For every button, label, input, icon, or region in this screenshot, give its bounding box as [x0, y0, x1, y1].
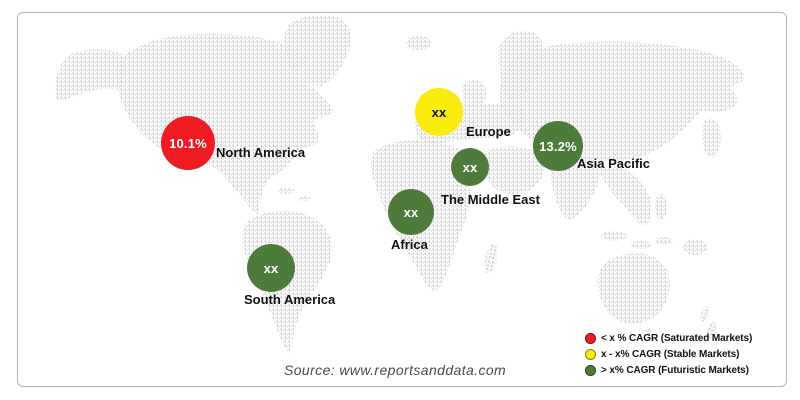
region-cagr-value: xx	[403, 204, 419, 220]
region-bubble-africa: xx	[388, 189, 434, 235]
region-cagr-value: xx	[263, 260, 279, 276]
region-bubble-north-america: 10.1%	[161, 116, 215, 170]
world-map-continents	[55, 15, 745, 353]
legend-dot-icon	[585, 332, 596, 344]
legend-dot-icon	[585, 364, 596, 376]
region-label-north-america: North America	[216, 145, 306, 160]
region-bubble-south-america: xx	[247, 244, 295, 292]
legend-item-1: x - x% CAGR (Stable Markets)	[585, 346, 752, 362]
region-label-africa: Africa	[391, 237, 428, 252]
legend: < x % CAGR (Saturated Markets) x - x% CAG…	[585, 330, 752, 378]
source-text: Source: www.reportsanddata.com	[284, 362, 507, 378]
region-cagr-value: 10.1%	[169, 135, 207, 151]
legend-item-2: > x% CAGR (Futuristic Markets)	[585, 362, 752, 378]
legend-label: < x % CAGR (Saturated Markets)	[601, 332, 753, 344]
region-cagr-value: 13.2%	[539, 138, 577, 154]
region-label-the-middle-east: The Middle East	[441, 192, 540, 207]
region-cagr-value: xx	[431, 104, 447, 120]
map-frame-border	[17, 12, 787, 387]
legend-label: x - x% CAGR (Stable Markets)	[601, 348, 740, 360]
legend-dot-icon	[585, 348, 596, 360]
legend-label: > x% CAGR (Futuristic Markets)	[601, 364, 749, 376]
region-cagr-value: xx	[462, 159, 478, 175]
region-label-asia-pacific: Asia Pacific	[577, 156, 650, 171]
region-label-south-america: South America	[244, 292, 336, 307]
legend-item-0: < x % CAGR (Saturated Markets)	[585, 330, 752, 346]
region-bubble-asia-pacific: 13.2%	[533, 121, 583, 171]
region-label-europe: Europe	[466, 124, 511, 139]
region-bubble-the-middle-east: xx	[451, 148, 489, 186]
region-bubble-europe: xx	[415, 88, 463, 136]
